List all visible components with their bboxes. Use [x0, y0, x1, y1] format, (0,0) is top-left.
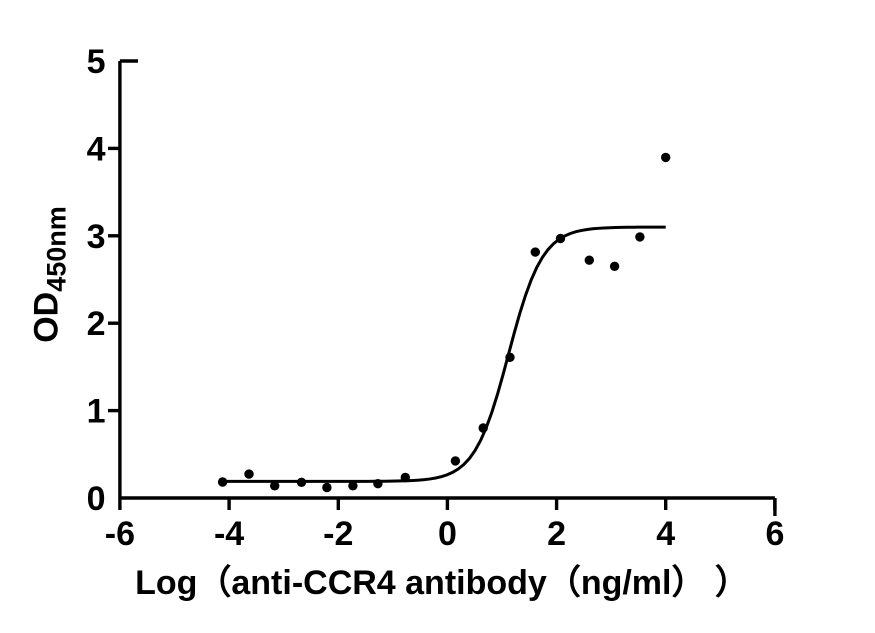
- svg-text:0: 0: [87, 480, 106, 518]
- svg-text:6: 6: [765, 515, 784, 553]
- svg-text:2: 2: [547, 515, 566, 553]
- svg-text:-4: -4: [214, 515, 244, 553]
- svg-text:Log（anti-CCR4 antibody（ng/ml）: Log（anti-CCR4 antibody（ng/ml） ）: [135, 563, 749, 602]
- svg-text:5: 5: [87, 43, 106, 81]
- svg-text:4: 4: [87, 130, 106, 168]
- svg-text:2: 2: [87, 305, 106, 343]
- svg-text:0: 0: [438, 515, 457, 553]
- svg-text:-6: -6: [105, 515, 135, 553]
- svg-text:-2: -2: [323, 515, 353, 553]
- svg-text:OD450nm: OD450nm: [28, 206, 72, 343]
- svg-text:4: 4: [656, 515, 675, 553]
- svg-text:3: 3: [87, 218, 106, 256]
- svg-text:1: 1: [87, 393, 106, 431]
